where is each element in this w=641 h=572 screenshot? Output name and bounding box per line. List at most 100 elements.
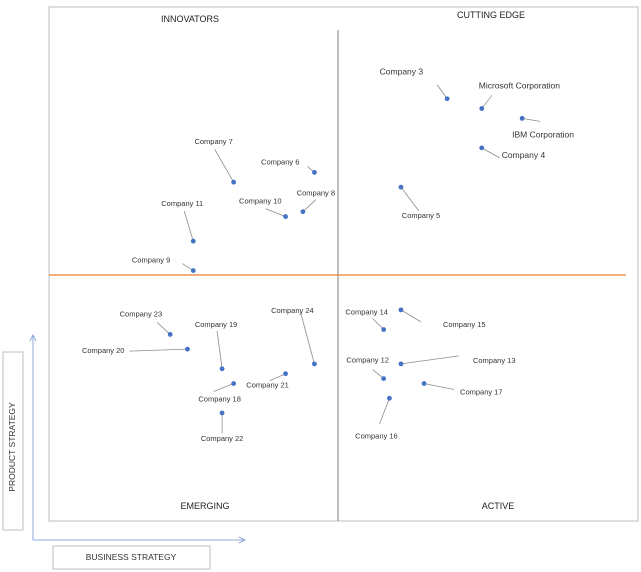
company-point-16: Company 21: [246, 371, 289, 390]
company-label: Company 5: [402, 211, 440, 220]
data-point-marker: [283, 371, 288, 377]
company-point-24: Company 16: [355, 395, 398, 440]
leader-line: [216, 330, 223, 369]
company-label: Company 6: [261, 157, 299, 166]
data-point-marker: [387, 395, 392, 401]
leader-line: [423, 383, 455, 390]
company-label: Company 13: [473, 356, 516, 365]
y-axis-label: PRODUCT STRATEGY: [7, 402, 17, 492]
company-label: Company 19: [195, 320, 238, 329]
company-label: Company 18: [198, 395, 241, 404]
company-label: Company 21: [246, 381, 289, 390]
leader-line: [372, 318, 384, 330]
data-point-marker: [381, 376, 387, 382]
company-point-6: Company 7: [194, 137, 237, 185]
company-point-20: Company 15: [398, 307, 486, 329]
leader-line: [400, 186, 420, 212]
company-label: Company 15: [443, 320, 486, 329]
company-label: Company 17: [460, 388, 503, 397]
leader-line: [400, 309, 422, 323]
company-point-8: Company 10: [239, 197, 288, 219]
company-point-13: Company 20: [82, 346, 190, 355]
data-point-marker: [312, 361, 317, 367]
leader-line: [183, 211, 194, 242]
company-point-10: Company 11: [161, 199, 203, 244]
company-point-3: IBM Corporation: [512, 115, 574, 139]
data-point-marker: [283, 214, 288, 219]
company-point-21: Company 13: [398, 355, 516, 367]
x-axis-arrowhead: [238, 536, 247, 544]
data-point-marker: [219, 410, 225, 416]
data-point-marker: [219, 366, 225, 372]
plot-frame: [48, 6, 639, 522]
company-label: Company 23: [120, 309, 163, 318]
data-point-marker: [190, 268, 196, 273]
quadrant-label-active: ACTIVE: [482, 501, 515, 511]
company-label: Company 16: [355, 431, 398, 440]
company-label: Company 20: [82, 346, 125, 355]
company-point-15: Company 24: [271, 306, 317, 367]
data-point-marker: [312, 169, 317, 175]
company-point-9: Company 8: [297, 189, 335, 215]
data-point-marker: [444, 96, 450, 102]
company-point-2: Microsoft Corporation: [479, 81, 561, 111]
x-axis-label: BUSINESS STRATEGY: [86, 552, 177, 562]
leader-line: [400, 355, 460, 365]
data-point-marker: [185, 346, 190, 352]
company-label: Company 14: [345, 308, 388, 317]
company-point-18: Company 22: [201, 410, 244, 443]
company-label: Microsoft Corporation: [479, 81, 561, 91]
data-point-marker: [519, 115, 525, 121]
leader-line: [213, 383, 234, 392]
company-point-14: Company 19: [195, 320, 238, 372]
company-point-1: Company 3: [380, 67, 450, 102]
data-point-marker: [479, 145, 485, 151]
data-point-marker: [300, 209, 306, 215]
company-label: Company 8: [297, 189, 335, 198]
company-label: Company 24: [271, 306, 314, 315]
y-axis-label-box: [2, 351, 24, 531]
leader-line: [436, 84, 448, 99]
data-point-marker: [398, 361, 404, 367]
data-point-marker: [231, 381, 237, 386]
quadrant-label-emerging: EMERGING: [180, 501, 229, 511]
leader-line: [265, 208, 286, 217]
company-label: Company 9: [132, 256, 170, 265]
points-layer: Company 3 Microsoft Corporation IBM Corpor…: [82, 67, 574, 443]
data-point-marker: [231, 179, 237, 185]
company-label: Company 11: [161, 199, 203, 208]
leader-line: [522, 117, 541, 122]
company-label: Company 7: [194, 137, 232, 146]
company-label: Company 10: [239, 197, 282, 206]
company-label: Company 3: [380, 67, 424, 77]
leader-line: [214, 149, 234, 183]
leader-line: [379, 398, 390, 425]
data-point-marker: [479, 106, 485, 111]
leader-line: [300, 311, 315, 364]
company-point-19: Company 14: [345, 308, 388, 332]
data-point-marker: [381, 327, 387, 332]
leader-line: [129, 348, 188, 352]
company-point-11: Company 9: [132, 256, 196, 273]
company-label: Company 12: [346, 356, 389, 365]
data-point-marker: [190, 238, 196, 244]
data-point-marker: [167, 332, 173, 337]
company-point-5: Company 5: [398, 184, 440, 220]
company-point-23: Company 17: [421, 381, 503, 397]
company-label: Company 4: [502, 150, 546, 160]
data-point-marker: [398, 307, 404, 313]
company-point-12: Company 23: [120, 309, 173, 337]
company-point-4: Company 4: [479, 145, 546, 160]
leader-line: [269, 373, 286, 382]
company-point-22: Company 12: [346, 356, 389, 382]
leader-line: [156, 322, 171, 335]
company-point-7: Company 6: [261, 157, 317, 175]
company-label: Company 22: [201, 434, 244, 443]
data-point-marker: [421, 381, 427, 386]
quadrant-label-innovators: INNOVATORS: [161, 14, 219, 24]
data-point-marker: [398, 184, 404, 190]
company-label: IBM Corporation: [512, 129, 574, 139]
leader-line: [302, 199, 317, 212]
